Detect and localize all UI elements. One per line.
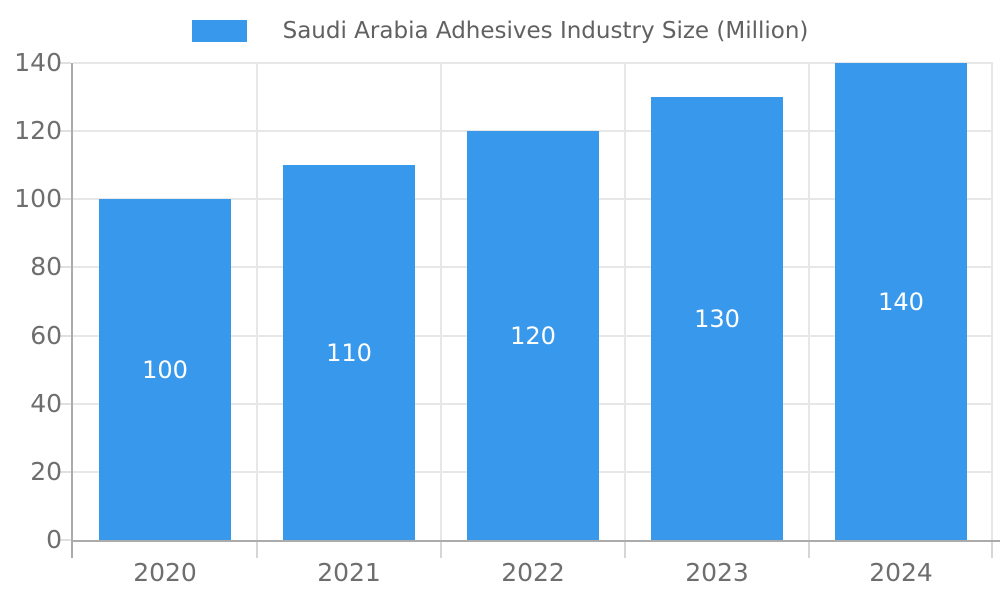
y-axis-tick-label: 20 bbox=[30, 456, 62, 486]
y-tick bbox=[58, 539, 71, 541]
y-tick bbox=[58, 198, 71, 201]
bar-value-label: 140 bbox=[878, 287, 924, 316]
x-axis-tick-label: 2021 bbox=[317, 558, 381, 587]
bar bbox=[466, 131, 600, 540]
legend-label: Saudi Arabia Adhesives Industry Size (Mi… bbox=[282, 18, 809, 44]
x-tick bbox=[991, 542, 993, 558]
y-tick bbox=[58, 470, 71, 473]
legend-swatch bbox=[191, 20, 247, 42]
x-tick bbox=[256, 542, 258, 558]
x-tick bbox=[71, 542, 73, 558]
x-axis-tick-label: 2020 bbox=[133, 558, 197, 587]
y-axis-line bbox=[71, 63, 73, 540]
chart-legend: Saudi Arabia Adhesives Industry Size (Mi… bbox=[0, 18, 1000, 44]
x-axis-line bbox=[71, 540, 1000, 542]
y-axis-tick-label: 100 bbox=[14, 184, 62, 214]
bar bbox=[834, 63, 968, 540]
plot-area: 0 20 40 60 80 100 120 140 100 2020 110 2021 120 2022 1… bbox=[14, 48, 1000, 587]
bar bbox=[282, 165, 416, 540]
bar-value-label: 100 bbox=[142, 355, 188, 384]
y-axis-tick-label: 120 bbox=[14, 116, 62, 146]
y-tick bbox=[58, 402, 71, 405]
x-axis-tick-label: 2022 bbox=[501, 558, 565, 587]
y-axis-tick-label: 140 bbox=[14, 48, 62, 77]
category-gridline bbox=[991, 63, 993, 540]
x-axis-tick-label: 2023 bbox=[685, 558, 749, 587]
bar-value-label: 110 bbox=[326, 338, 372, 367]
y-tick bbox=[58, 62, 71, 64]
y-tick bbox=[58, 334, 71, 337]
bar bbox=[98, 199, 232, 540]
category-gridline bbox=[256, 63, 258, 540]
y-axis-tick-label: 40 bbox=[30, 388, 62, 418]
x-tick bbox=[624, 542, 626, 558]
category-gridline bbox=[624, 63, 626, 540]
y-axis-tick-label: 80 bbox=[30, 252, 62, 282]
x-tick bbox=[808, 542, 810, 558]
category-gridline bbox=[808, 63, 810, 540]
y-axis-tick-label: 0 bbox=[46, 525, 62, 554]
y-gridline bbox=[73, 62, 993, 64]
y-tick bbox=[58, 266, 71, 269]
bar-value-label: 130 bbox=[694, 304, 740, 333]
x-axis-tick-label: 2024 bbox=[869, 558, 933, 587]
bar bbox=[650, 97, 784, 540]
x-tick bbox=[440, 542, 442, 558]
category-gridline bbox=[440, 63, 442, 540]
bar-value-label: 120 bbox=[510, 321, 556, 350]
y-axis-tick-label: 60 bbox=[30, 320, 62, 350]
y-tick bbox=[58, 130, 71, 133]
